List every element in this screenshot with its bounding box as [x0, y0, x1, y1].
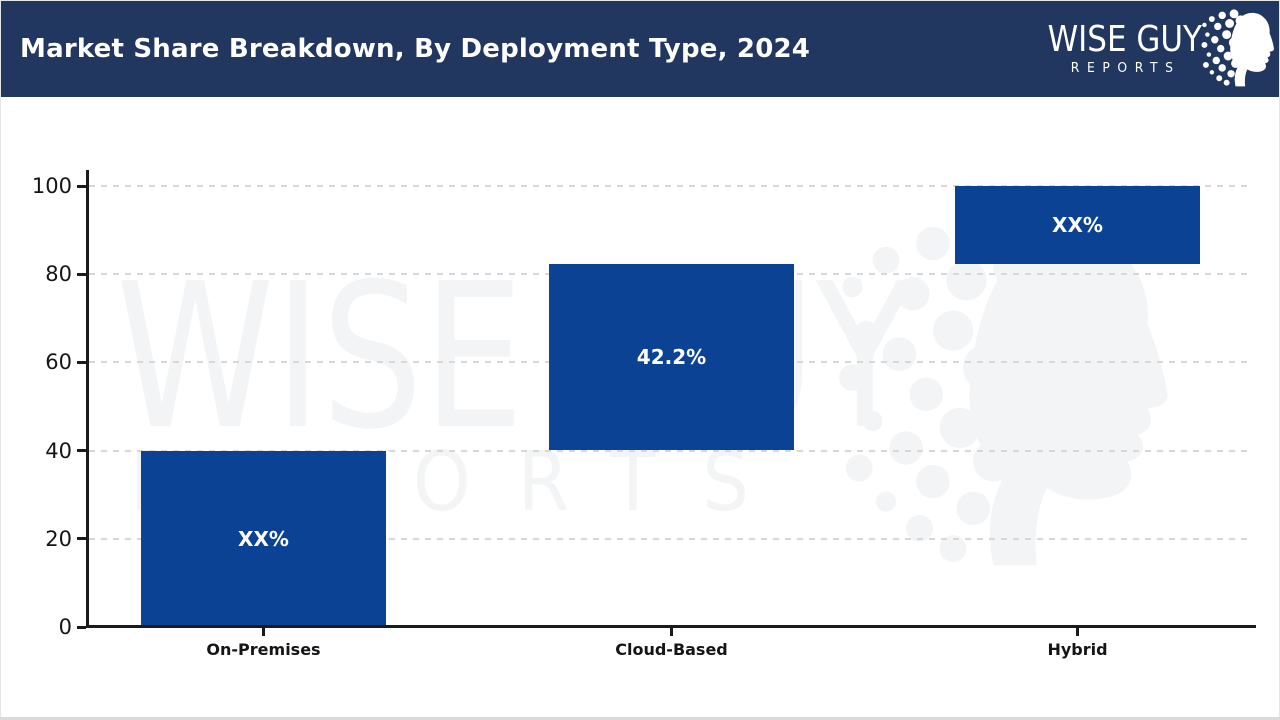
- y-axis-tick-mark: [77, 626, 86, 629]
- bar-cloud-based: 42.2%: [549, 264, 794, 450]
- bar-value-label: 42.2%: [636, 345, 707, 369]
- y-axis-tick-mark: [77, 185, 86, 188]
- y-axis-tick-label: 80: [45, 262, 72, 286]
- bar-hybrid: XX%: [955, 186, 1200, 264]
- y-axis-tick-label: 60: [45, 350, 72, 374]
- x-axis-category-label: Cloud-Based: [615, 640, 728, 659]
- x-axis-category-label: Hybrid: [1047, 640, 1108, 659]
- bar-value-label: XX%: [1052, 213, 1103, 237]
- header-bar: Market Share Breakdown, By Deployment Ty…: [0, 0, 1280, 97]
- y-axis-tick-mark: [77, 361, 86, 364]
- y-axis-tick-mark: [77, 449, 86, 452]
- y-axis-tick-label: 0: [58, 615, 72, 639]
- watermark-wiseguy-text: WISE GUY: [116, 241, 914, 474]
- y-axis-tick-mark: [77, 273, 86, 276]
- bottom-divider: [0, 717, 1280, 720]
- logo-text: WISE GUY REPORTS: [1035, 19, 1215, 77]
- y-axis-tick-mark: [77, 537, 86, 540]
- logo-head-icon: [1201, 9, 1274, 87]
- y-axis-line: [86, 170, 89, 628]
- gridline-y-20: [89, 538, 1253, 540]
- gridline-y-100: [89, 185, 1253, 187]
- page-title: Market Share Breakdown, By Deployment Ty…: [20, 33, 811, 64]
- x-axis-category-label: On-Premises: [206, 640, 321, 659]
- y-axis-tick-label: 40: [45, 439, 72, 463]
- x-axis-line: [86, 625, 1256, 628]
- x-axis-tick-mark: [262, 627, 265, 636]
- logo-wiseguy-text: WISE GUY: [1047, 19, 1202, 60]
- bar-on-premises: XX%: [141, 451, 386, 627]
- gridline-y-40: [89, 450, 1253, 452]
- logo-reports-text: REPORTS: [1071, 61, 1182, 76]
- wise-guy-reports-logo: WISE GUY REPORTS: [1035, 4, 1274, 94]
- x-axis-tick-mark: [1076, 627, 1079, 636]
- x-axis-tick-mark: [670, 627, 673, 636]
- bar-value-label: XX%: [238, 527, 289, 551]
- y-axis-tick-label: 100: [31, 174, 72, 198]
- y-axis-tick-label: 20: [45, 527, 72, 551]
